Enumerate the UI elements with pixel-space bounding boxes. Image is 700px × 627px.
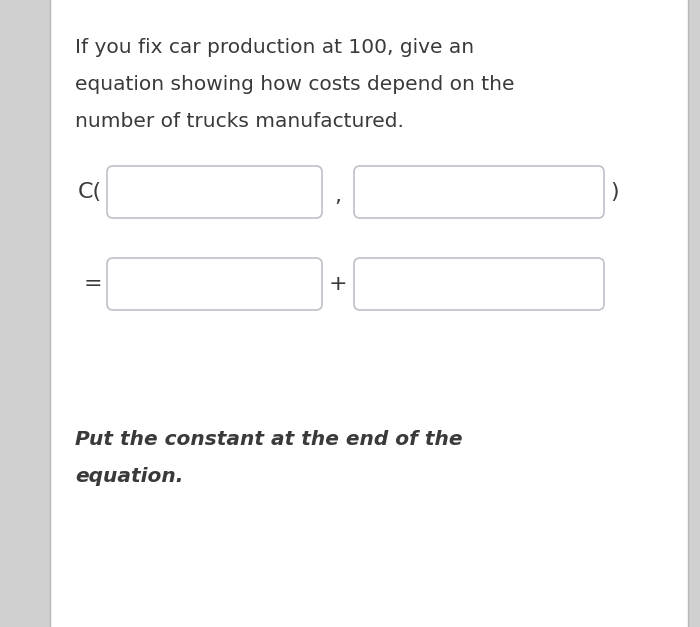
FancyBboxPatch shape	[107, 166, 322, 218]
FancyBboxPatch shape	[107, 258, 322, 310]
Text: If you fix car production at 100, give an: If you fix car production at 100, give a…	[75, 38, 474, 57]
Text: ,: ,	[335, 186, 342, 206]
Bar	[0, 0, 50, 627]
Text: +: +	[329, 274, 347, 294]
FancyBboxPatch shape	[354, 166, 604, 218]
FancyBboxPatch shape	[354, 258, 604, 310]
Text: C(: C(	[78, 182, 102, 202]
Bar	[688, 0, 700, 627]
Text: ): )	[610, 182, 619, 202]
Text: equation showing how costs depend on the: equation showing how costs depend on the	[75, 75, 514, 94]
Text: =: =	[83, 274, 102, 294]
Text: number of trucks manufactured.: number of trucks manufactured.	[75, 112, 404, 131]
Text: equation.: equation.	[75, 467, 183, 486]
Text: Put the constant at the end of the: Put the constant at the end of the	[75, 430, 463, 449]
